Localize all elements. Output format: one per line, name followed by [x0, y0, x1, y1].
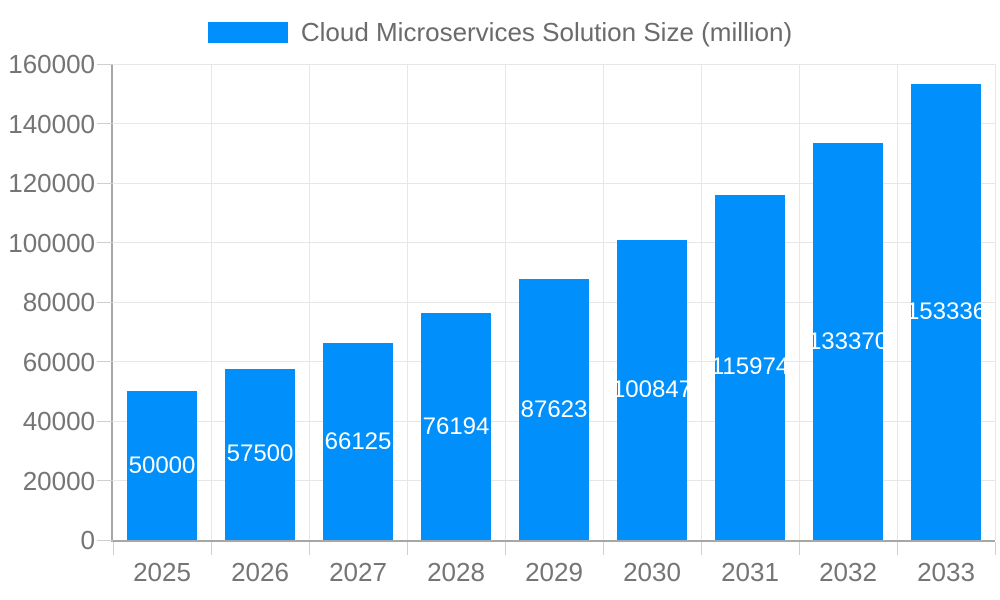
bar[interactable]: 87623 [519, 279, 589, 540]
x-tick-mark [994, 542, 996, 555]
x-tick-label: 2028 [427, 557, 485, 587]
bar-value-label: 87623 [520, 395, 588, 423]
x-tick-label: 2031 [721, 557, 779, 587]
bar[interactable]: 50000 [127, 391, 197, 540]
y-tick-label: 140000 [8, 108, 95, 139]
y-tick-label: 40000 [22, 406, 95, 436]
x-tick-mark [602, 542, 604, 555]
y-tick-label: 0 [80, 525, 95, 555]
legend-swatch [207, 21, 288, 43]
y-tick-mark [97, 63, 113, 65]
x-tick-label: 2029 [525, 557, 583, 587]
x-tick-label: 2032 [819, 557, 877, 587]
y-tick-mark [97, 539, 113, 541]
v-gridline [602, 64, 604, 540]
bar-value-label: 133370 [813, 327, 883, 355]
legend-series-label: Cloud Microservices Solution Size (milli… [300, 17, 793, 47]
v-gridline [896, 64, 898, 540]
y-tick-label: 160000 [8, 49, 95, 79]
bar[interactable]: 57500 [225, 368, 295, 540]
y-tick-mark [97, 420, 113, 422]
x-tick-mark [896, 542, 898, 555]
x-tick-label: 2033 [917, 557, 975, 587]
x-tick-mark [406, 542, 408, 555]
v-gridline [700, 64, 702, 540]
x-tick-label: 2030 [623, 557, 681, 587]
bar-value-label: 153336 [911, 297, 981, 325]
x-tick-mark [308, 542, 310, 555]
y-tick-label: 80000 [22, 287, 95, 317]
v-gridline [210, 64, 212, 540]
bar[interactable]: 153336 [911, 83, 981, 540]
x-tick-mark [504, 542, 506, 555]
x-tick-label: 2026 [231, 557, 289, 587]
bar[interactable]: 66125 [323, 343, 393, 540]
y-axis-labels: 0 20000 40000 60000 80000 100000 120000 140000 1… [0, 51, 95, 553]
chart-legend[interactable]: Cloud Microservices Solution Size (milli… [0, 8, 1000, 56]
y-tick-label: 20000 [22, 465, 95, 496]
y-tick-label: 60000 [22, 346, 95, 377]
y-tick-mark [97, 480, 113, 481]
x-tick-mark [210, 542, 212, 555]
y-tick-mark [97, 301, 113, 303]
bar[interactable]: 133370 [813, 143, 883, 540]
h-gridline [113, 123, 995, 124]
v-gridline [798, 64, 800, 540]
v-gridline [406, 64, 408, 540]
x-tick-label: 2025 [133, 557, 191, 587]
h-gridline [113, 63, 995, 65]
bar-value-label: 50000 [128, 451, 196, 479]
bar-value-label: 115974 [715, 353, 785, 381]
y-tick-label: 120000 [8, 168, 95, 198]
x-tick-label: 2027 [329, 557, 387, 587]
v-gridline [504, 64, 506, 540]
bar-value-label: 100847 [617, 375, 687, 403]
y-tick-mark [97, 361, 113, 362]
bar-value-label: 66125 [324, 427, 392, 455]
x-tick-mark [112, 542, 114, 555]
bar[interactable]: 100847 [617, 239, 687, 540]
bar-value-label: 76194 [422, 412, 490, 440]
y-tick-mark [97, 182, 113, 184]
v-gridline [994, 64, 996, 540]
plot-area: 50000 57500 66125 76194 87623 100847 115974 133… [111, 63, 996, 542]
v-gridline [308, 64, 310, 540]
y-tick-label: 100000 [8, 227, 95, 258]
bar[interactable]: 76194 [421, 313, 491, 540]
h-gridline [113, 242, 995, 243]
y-tick-mark [97, 242, 113, 243]
bar-value-label: 57500 [226, 440, 294, 468]
h-gridline [113, 182, 995, 184]
y-tick-mark [97, 123, 113, 124]
x-tick-mark [798, 542, 800, 555]
x-tick-mark [700, 542, 702, 555]
bar[interactable]: 115974 [715, 194, 785, 540]
